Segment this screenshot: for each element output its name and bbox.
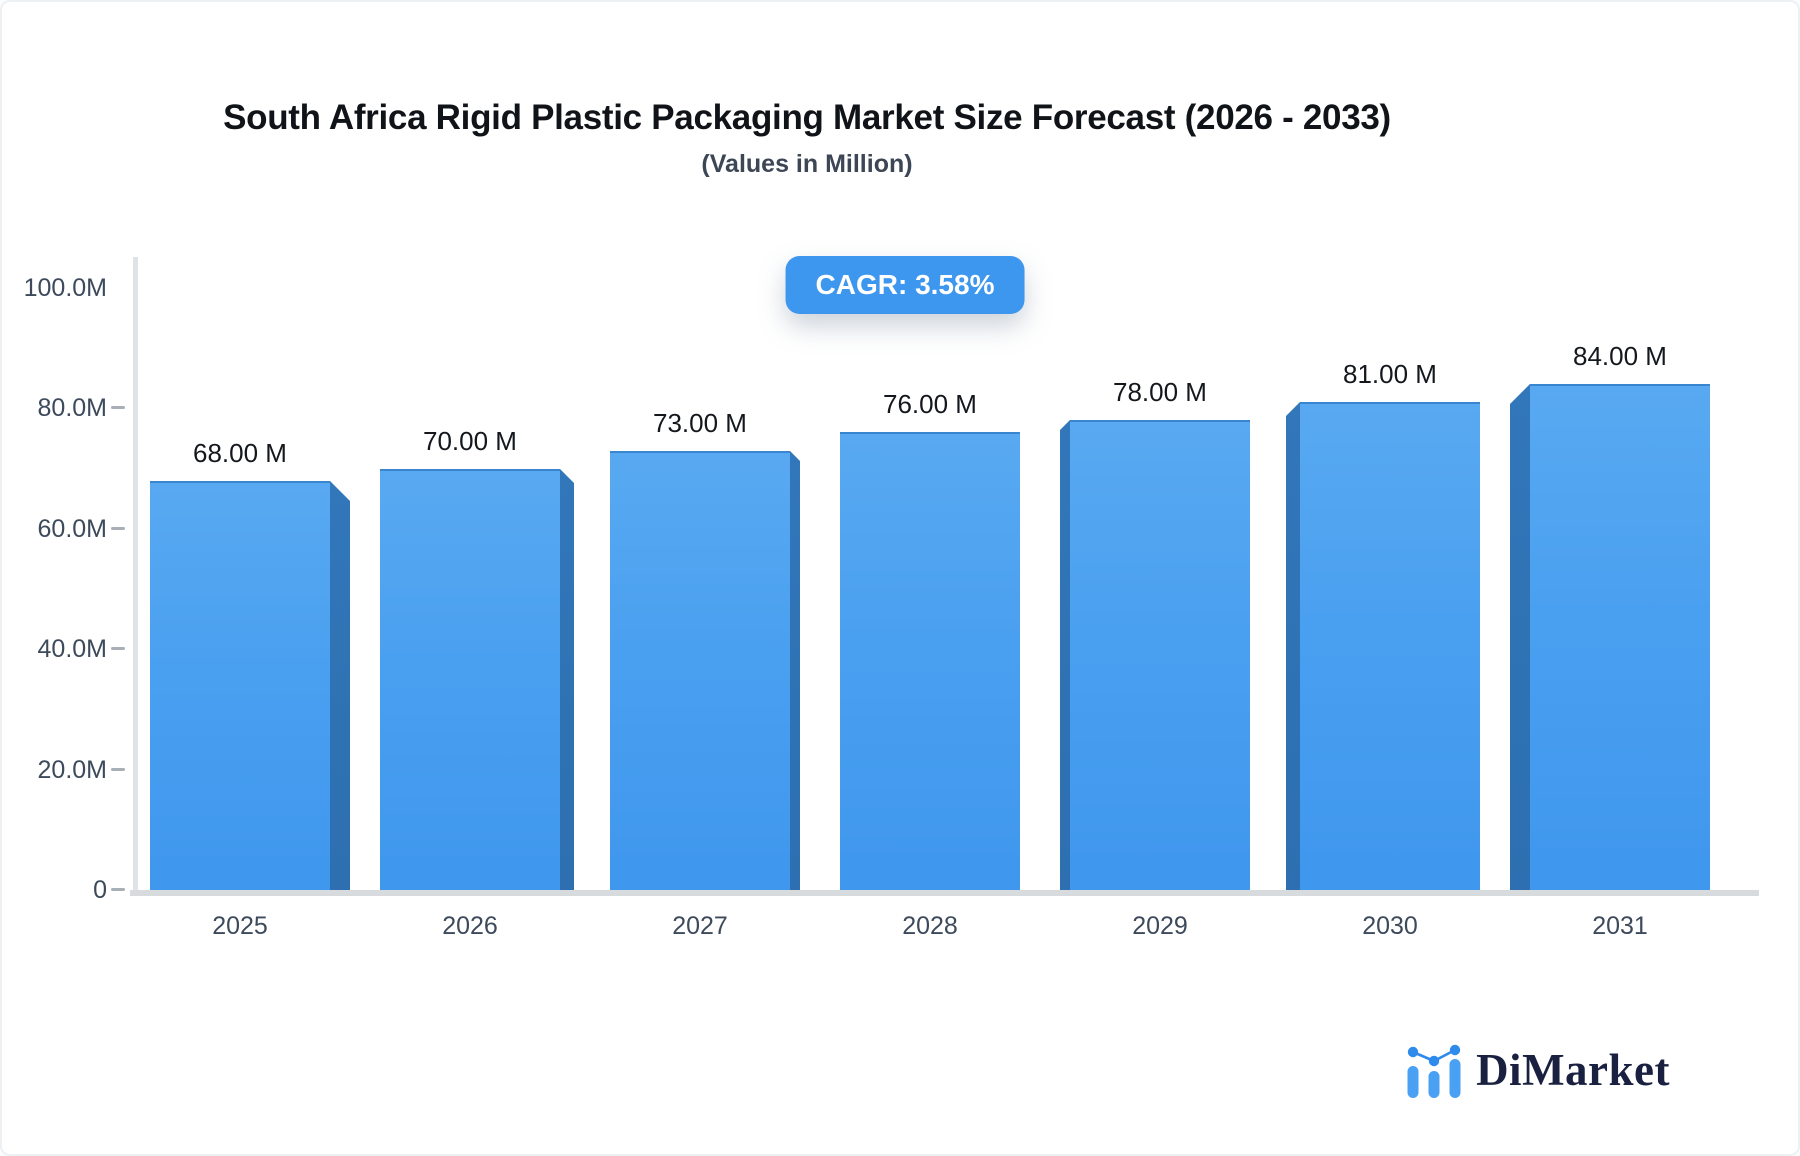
cagr-badge: CAGR: 3.58% <box>785 256 1025 314</box>
bar-value-label: 78.00 M <box>1113 377 1207 407</box>
x-axis-label-2026: 2026 <box>442 912 498 940</box>
x-axis-label-2029: 2029 <box>1132 912 1188 940</box>
bar-face <box>1530 384 1710 890</box>
bar-value-label: 84.00 M <box>1573 341 1667 371</box>
y-tick-dash <box>111 888 125 891</box>
bar-2026[interactable] <box>380 469 574 890</box>
chart-title: South Africa Rigid Plastic Packaging Mar… <box>223 98 1391 137</box>
y-tick-dash <box>111 647 125 651</box>
y-tick-label: 40.0M <box>37 635 107 664</box>
y-tick-dash <box>111 526 125 530</box>
bar-2027[interactable] <box>610 451 800 890</box>
bar-value-label: 70.00 M <box>423 426 517 456</box>
y-tick-dash <box>111 406 125 410</box>
y-tick-label: 20.0M <box>37 755 107 784</box>
x-axis-label-2027: 2027 <box>672 912 728 940</box>
x-axis-baseline <box>130 890 1759 896</box>
y-tick-dash <box>111 767 125 771</box>
plot-area: 100.0M 80.0M 60.0M 40.0M 20.0M 0 68.00 M 2025 70… <box>2 250 1798 940</box>
bar-face <box>1070 420 1250 890</box>
chart-subtitle: (Values in Million) <box>701 150 913 178</box>
logo-text: DiMarket <box>1476 1045 1670 1095</box>
bar-2030[interactable] <box>1286 402 1480 890</box>
bar-value-label: 73.00 M <box>653 408 747 438</box>
bar-value-label: 68.00 M <box>193 438 287 468</box>
bar-side-3d <box>560 469 574 890</box>
x-axis-label-2030: 2030 <box>1362 912 1418 940</box>
bar-side-3d <box>1286 402 1300 890</box>
bar-2031[interactable] <box>1510 384 1710 890</box>
bar-2028[interactable] <box>840 432 1020 890</box>
bar-face <box>380 469 560 890</box>
y-tick-label: 60.0M <box>37 514 107 543</box>
bar-face <box>840 432 1020 890</box>
bar-side-3d <box>790 451 800 890</box>
x-axis-label-2028: 2028 <box>902 912 958 940</box>
bar-2029[interactable] <box>1060 420 1250 890</box>
bar-face <box>610 451 790 890</box>
dimarket-logo: DiMarket <box>1405 1042 1670 1098</box>
y-tick-label: 0 <box>93 876 107 904</box>
y-tick-label: 100.0M <box>23 274 107 302</box>
bar-side-3d <box>1510 384 1530 890</box>
bar-2025[interactable] <box>150 481 350 890</box>
bar-face <box>1300 402 1480 890</box>
bar-side-3d <box>1060 420 1070 890</box>
mini-bar-chart-icon <box>1405 1042 1463 1098</box>
x-axis-label-2031: 2031 <box>1592 912 1648 940</box>
bar-value-label: 81.00 M <box>1343 359 1437 389</box>
bar-value-label: 76.00 M <box>883 389 977 419</box>
bar-side-3d <box>330 481 350 890</box>
y-tick-label: 80.0M <box>37 394 107 423</box>
bar-face <box>150 481 330 890</box>
y-axis-line <box>133 257 138 890</box>
x-axis-label-2025: 2025 <box>212 912 268 940</box>
